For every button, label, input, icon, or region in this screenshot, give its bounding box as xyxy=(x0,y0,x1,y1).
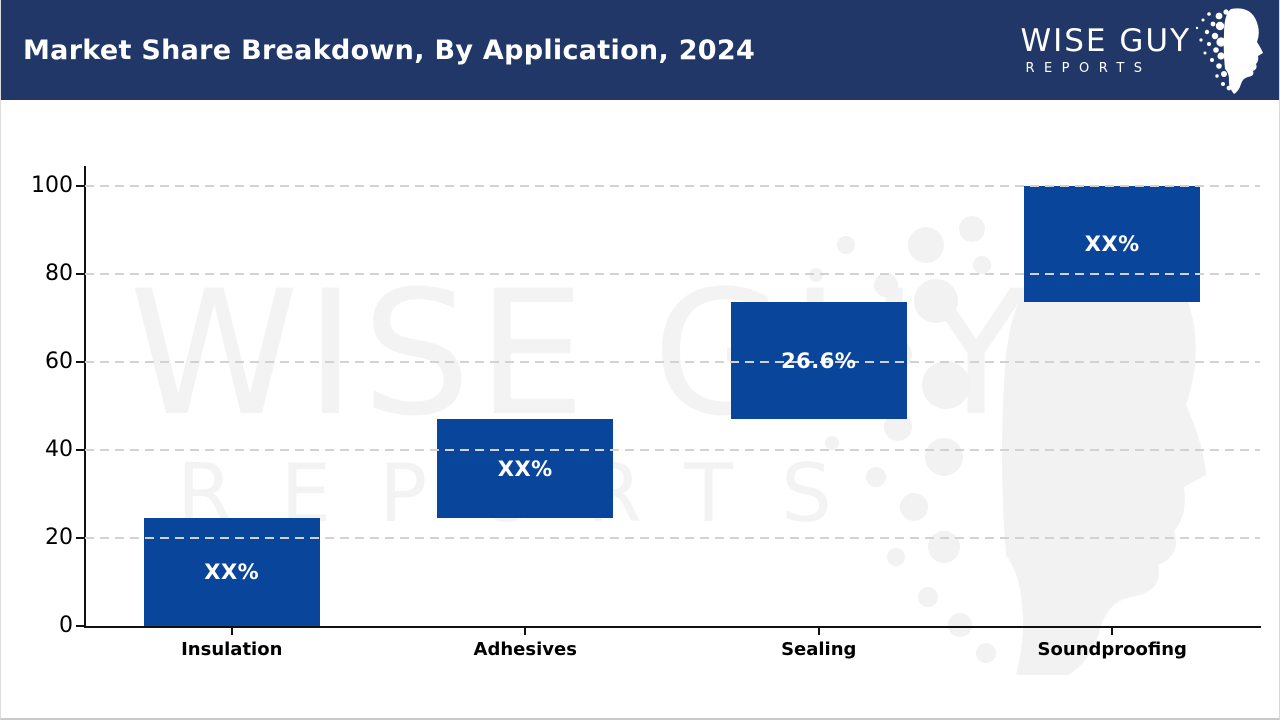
chart-canvas: WISE GUY REPORTS 020406080100XX%Insulati… xyxy=(1,100,1279,718)
y-tick-mark-100 xyxy=(76,185,85,187)
bar-sealing: 26.6% xyxy=(730,302,907,420)
y-tick-label-40: 40 xyxy=(45,437,73,462)
gridline-80 xyxy=(85,273,1260,275)
brand-head-icon xyxy=(1195,8,1263,94)
x-tick-mark-insulation xyxy=(230,628,233,635)
y-tick-mark-60 xyxy=(76,361,85,363)
bar-value-label: XX% xyxy=(1084,232,1140,257)
y-tick-mark-40 xyxy=(76,449,85,451)
category-label-sealing: Sealing xyxy=(781,639,857,660)
x-tick-mark-adhesives xyxy=(524,628,527,635)
y-tick-mark-0 xyxy=(76,625,85,627)
bar-adhesives: XX% xyxy=(437,419,614,519)
category-label-soundproofing: Soundproofing xyxy=(1037,639,1187,660)
brand-logo: WISE GUY REPORTS xyxy=(1020,6,1265,94)
brand-wordmark: WISE GUY REPORTS xyxy=(1020,22,1191,76)
bar-value-label: XX% xyxy=(204,560,260,585)
category-label-insulation: Insulation xyxy=(181,639,283,660)
gridline-40 xyxy=(85,449,1260,451)
bar-insulation: XX% xyxy=(143,518,320,626)
y-tick-label-80: 80 xyxy=(45,261,73,286)
y-tick-label-100: 100 xyxy=(31,173,73,198)
page-title: Market Share Breakdown, By Application, … xyxy=(23,34,756,66)
y-tick-label-0: 0 xyxy=(59,613,73,638)
gridline-20 xyxy=(85,537,1260,539)
y-tick-label-20: 20 xyxy=(45,525,73,550)
y-tick-mark-20 xyxy=(76,537,85,539)
x-axis-line xyxy=(84,626,1261,628)
x-tick-mark-soundproofing xyxy=(1111,628,1114,635)
bar-soundproofing: XX% xyxy=(1024,186,1201,303)
bar-value-label: XX% xyxy=(497,456,553,481)
gridline-60 xyxy=(85,361,1260,363)
y-tick-label-60: 60 xyxy=(45,349,73,374)
x-tick-mark-sealing xyxy=(817,628,820,635)
brand-name-text: WISE GUY xyxy=(1020,22,1191,59)
y-axis-line xyxy=(84,166,86,628)
category-label-adhesives: Adhesives xyxy=(473,639,577,660)
y-tick-mark-80 xyxy=(76,273,85,275)
bar-value-label: 26.6% xyxy=(781,348,857,373)
gridline-100 xyxy=(85,185,1260,187)
header: Market Share Breakdown, By Application, … xyxy=(1,0,1279,100)
brand-subtext: REPORTS xyxy=(1025,60,1152,76)
